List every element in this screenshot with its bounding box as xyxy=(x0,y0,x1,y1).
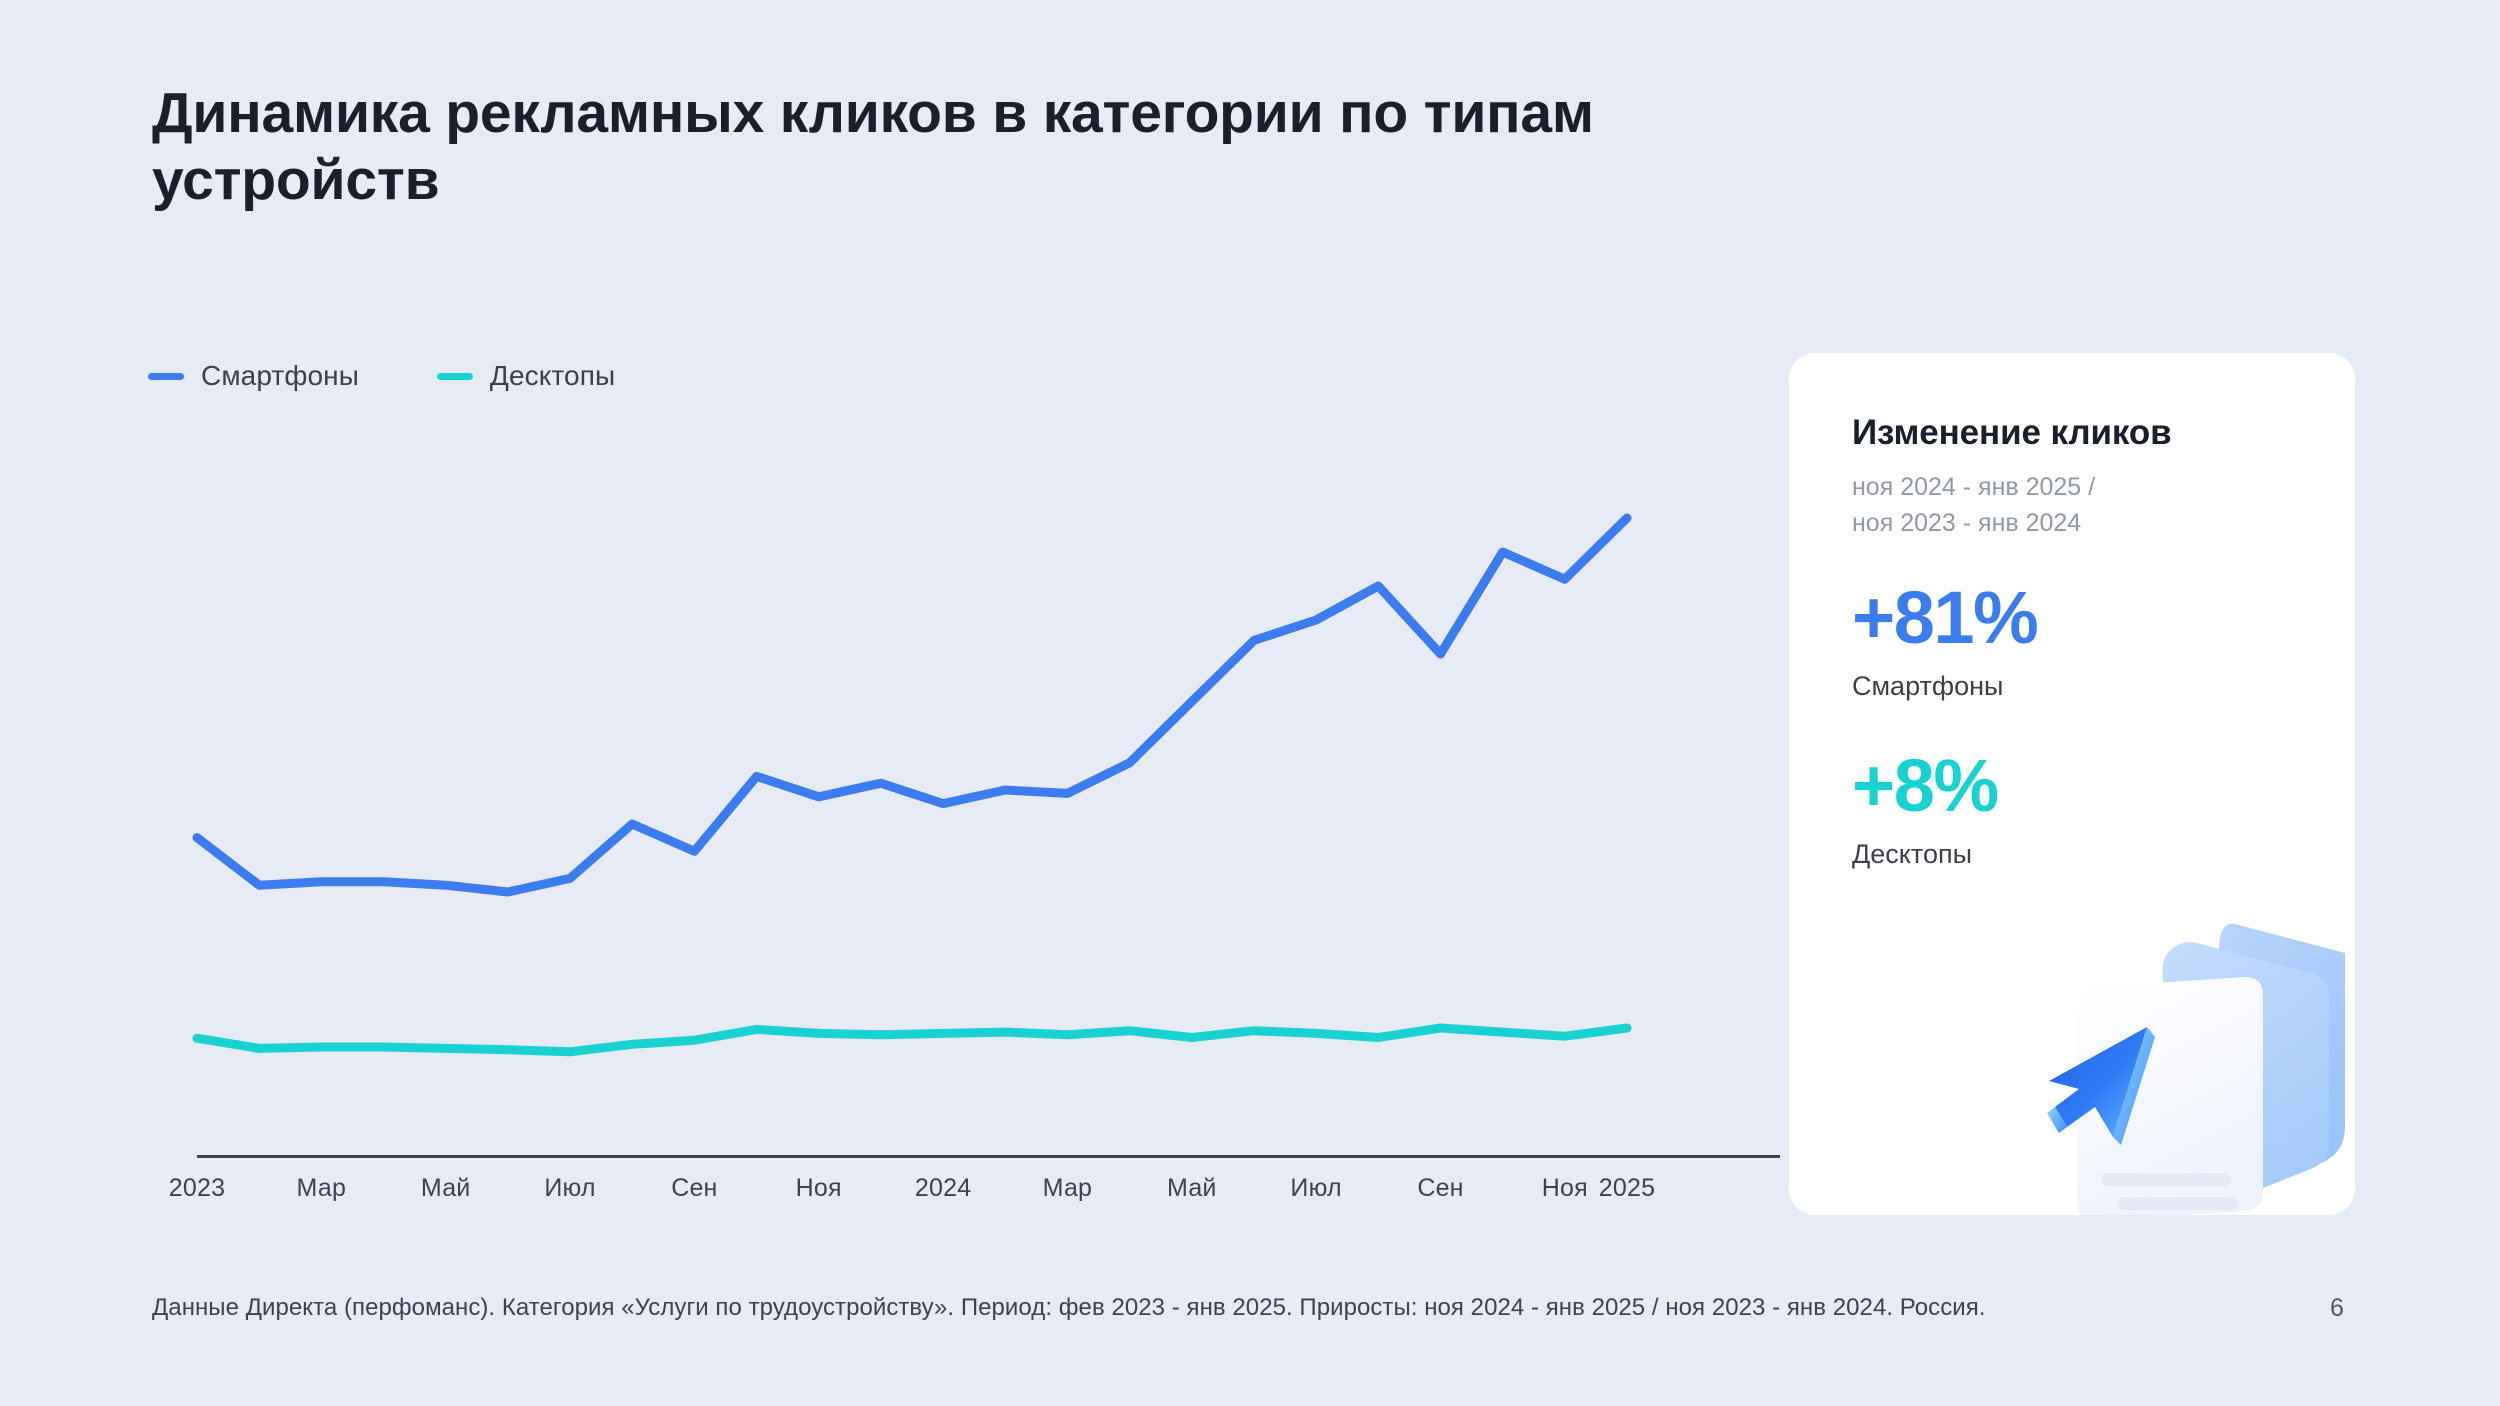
x-axis-tick-label: Мар xyxy=(1042,1174,1093,1202)
stat-desktops: +8% Десктопы xyxy=(1852,744,1999,870)
chart-legend: Смартфоны Десктопы xyxy=(148,360,615,392)
page-number: 6 xyxy=(2330,1294,2344,1322)
x-axis-line xyxy=(197,1155,1780,1158)
x-axis-tick-label: Май xyxy=(1167,1174,1217,1202)
x-axis-tick-label: Ноя xyxy=(795,1174,842,1202)
line-chart: 2023 Мар Май Июл Сен Ноя 2024 Мар Май Июл Сен Ноя 20… xyxy=(152,430,1780,1202)
stat-smartphones: +81% Смартфоны xyxy=(1852,576,2039,702)
footer-source-note: Данные Директа (перфоманс). Категория «У… xyxy=(152,1294,1986,1321)
white-card-icon xyxy=(2077,977,2263,1215)
page-title: Динамика рекламных кликов в категории по… xyxy=(152,81,1594,212)
x-axis-tick-labels: 2023 Мар Май Июл Сен Ноя 2024 Мар Май Июл Сен Ноя 20… xyxy=(169,1174,1780,1214)
chart-plot-area xyxy=(192,513,1632,1057)
x-axis-tick-label: Сен xyxy=(1417,1174,1464,1202)
x-axis-tick-label: Мар xyxy=(296,1174,347,1202)
stat-value: +8% xyxy=(1852,744,1999,827)
back-folder-icon xyxy=(2219,923,2345,1193)
middle-folder-icon xyxy=(2162,942,2329,1205)
line-swatch-icon xyxy=(148,372,184,380)
legend-item-desktops[interactable]: Десктопы xyxy=(436,360,616,392)
x-axis-tick-label: Сен xyxy=(671,1174,718,1202)
stat-value: +81% xyxy=(1852,576,2039,659)
stat-label: Смартфоны xyxy=(1852,671,2004,701)
stat-label: Десктопы xyxy=(1852,839,1973,869)
card-title: Изменение кликов xyxy=(1852,413,2172,452)
legend-item-smartphones[interactable]: Смартфоны xyxy=(148,360,359,392)
x-axis-tick-label: Май xyxy=(420,1174,471,1202)
card-subtitle: ноя 2024 - янв 2025 / ноя 2023 - янв 202… xyxy=(1852,473,2096,537)
legend-item-label: Десктопы xyxy=(489,360,616,391)
x-axis-tick-label: Июл xyxy=(544,1174,596,1202)
clicks-change-card: Изменение кликов ноя 2024 - янв 2025 / н… xyxy=(1789,353,2355,1215)
x-axis-tick-label: 2023 xyxy=(168,1174,226,1202)
x-axis-tick-label: Июл xyxy=(1290,1174,1342,1202)
series-line-desktops xyxy=(192,1023,1632,1057)
line-swatch-icon xyxy=(436,372,473,380)
stacked-folders-cursor-illustration xyxy=(2047,923,2345,1215)
series-line-smartphones xyxy=(192,513,1632,897)
x-axis-tick-label: 2025 xyxy=(1598,1174,1656,1202)
cursor-arrow-icon xyxy=(2047,1027,2155,1145)
x-axis-tick-label: 2024 xyxy=(914,1174,972,1202)
x-axis-tick-label: Ноя xyxy=(1541,1174,1588,1202)
legend-item-label: Смартфоны xyxy=(201,360,359,391)
